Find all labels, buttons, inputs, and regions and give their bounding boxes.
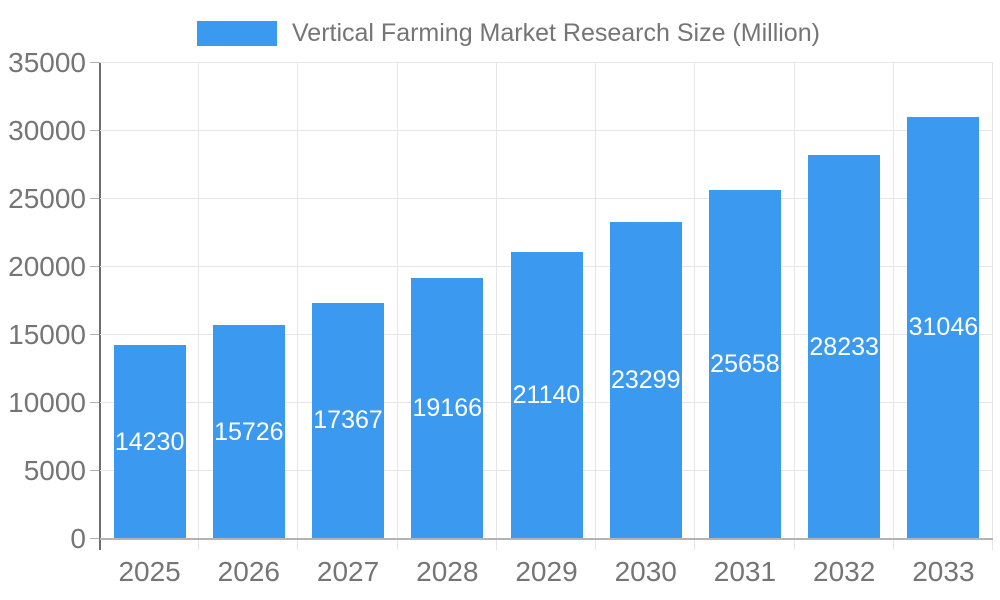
gridline-vertical	[892, 63, 894, 550]
y-axis-tick	[90, 333, 100, 335]
bar-2033[interactable]: 31046	[907, 116, 980, 539]
bar-2030[interactable]: 23299	[609, 222, 682, 539]
y-axis-tick-label: 30000	[8, 115, 86, 146]
bar-2027[interactable]: 17367	[312, 302, 385, 539]
x-axis-tick-label: 2026	[217, 556, 280, 587]
gridline-horizontal	[100, 197, 993, 199]
x-axis-tick-label: 2027	[316, 556, 380, 587]
gridline-horizontal	[100, 129, 993, 131]
x-axis-baseline	[100, 538, 993, 540]
bar-2028[interactable]: 19166	[411, 278, 484, 539]
gridline-vertical	[793, 63, 795, 550]
gridline-vertical	[694, 63, 696, 550]
bar-2029[interactable]: 21140	[510, 251, 583, 539]
legend-swatch	[197, 21, 277, 46]
bar-value-label: 17367	[313, 406, 383, 435]
x-axis-tick-label: 2030	[614, 556, 677, 587]
x-axis-tick-label: 2029	[515, 556, 578, 587]
y-axis: 0 5000 10000 15000 20000 25000 30000 35000	[0, 47, 100, 554]
bar-value-label: 14230	[114, 427, 185, 456]
bar-2026[interactable]: 15726	[212, 325, 285, 539]
x-axis-tick-label: 2028	[416, 556, 479, 587]
bar-value-label: 23299	[610, 366, 681, 395]
bar-value-label: 31046	[908, 313, 979, 342]
y-axis-tick	[90, 197, 100, 199]
gridline-horizontal	[100, 62, 993, 63]
bar-value-label: 25658	[710, 350, 780, 379]
x-axis-tick-label: 2031	[713, 556, 777, 587]
gridline-vertical	[198, 63, 200, 550]
gridline-vertical	[992, 63, 993, 550]
gridline-vertical	[297, 63, 299, 550]
gridline-vertical	[495, 63, 497, 550]
y-axis-tick-label: 10000	[8, 387, 86, 418]
bar-value-label: 28233	[809, 332, 879, 361]
y-axis-tick	[90, 470, 100, 471]
y-axis-tick	[90, 62, 100, 63]
gridline-vertical	[595, 63, 597, 550]
bar-2032[interactable]: 28233	[808, 155, 881, 539]
y-axis-tick	[90, 538, 100, 539]
plot-area: 14230 15726 17367 19166 21140 23299 25658 28233…	[100, 62, 993, 550]
y-axis-tick-label: 0	[70, 523, 86, 554]
bar-value-label: 15726	[214, 417, 284, 446]
x-axis-tick-label: 2032	[813, 556, 876, 587]
y-axis-tick-label: 5000	[23, 455, 86, 486]
y-axis-tick-label: 35000	[8, 47, 86, 78]
y-axis-tick-label: 15000	[8, 319, 86, 350]
bar-value-label: 21140	[512, 380, 581, 409]
legend-item[interactable]: Vertical Farming Market Research Size (M…	[197, 19, 820, 48]
y-axis-tick	[90, 266, 100, 267]
gridline-vertical	[396, 63, 398, 550]
y-axis-tick-label: 20000	[8, 251, 86, 282]
y-axis-tick	[90, 129, 100, 131]
bar-2031[interactable]: 25658	[708, 190, 781, 539]
y-axis-line	[99, 63, 101, 550]
bar-value-label: 19166	[412, 394, 483, 423]
x-axis: 2025 2026 2027 2028 2029 2030 2031 2032 2033	[100, 556, 993, 596]
y-axis-tick	[90, 402, 100, 403]
bar-2025[interactable]: 14230	[113, 345, 186, 539]
legend-label: Vertical Farming Market Research Size (M…	[292, 19, 820, 47]
x-axis-tick-label: 2025	[118, 556, 181, 587]
y-axis-tick-label: 25000	[8, 183, 86, 214]
x-axis-tick-label: 2033	[912, 556, 975, 587]
